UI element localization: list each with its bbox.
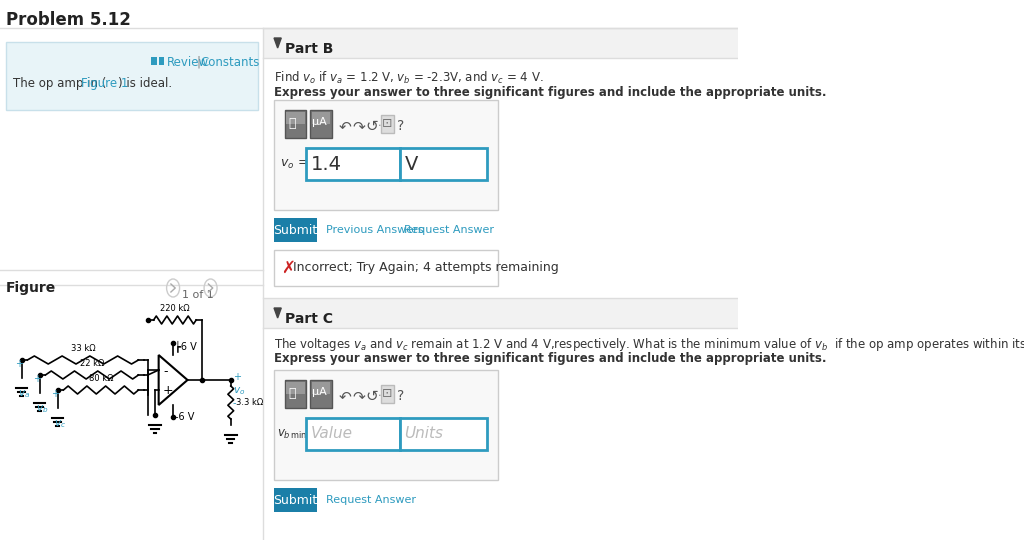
FancyBboxPatch shape: [0, 0, 738, 28]
Text: Express your answer to three significant figures and include the appropriate uni: Express your answer to three significant…: [274, 86, 826, 99]
Text: +: +: [15, 359, 24, 369]
Text: -: -: [232, 398, 237, 408]
Text: Figure: Figure: [6, 281, 56, 295]
Text: -6 V: -6 V: [175, 412, 195, 422]
FancyBboxPatch shape: [274, 488, 317, 512]
FancyBboxPatch shape: [310, 380, 332, 408]
FancyBboxPatch shape: [306, 418, 400, 450]
Text: Value: Value: [311, 427, 353, 442]
Text: $v_c$: $v_c$: [54, 418, 67, 430]
FancyBboxPatch shape: [274, 370, 498, 480]
Text: ↶: ↶: [339, 389, 351, 404]
Text: Submit: Submit: [273, 224, 317, 237]
Text: 80 kΩ: 80 kΩ: [89, 374, 114, 383]
FancyBboxPatch shape: [285, 380, 306, 408]
Text: μA: μA: [311, 387, 327, 397]
Text: +: +: [163, 383, 174, 396]
Text: $v_b$: $v_b$: [36, 403, 48, 415]
Text: 22 kΩ: 22 kΩ: [80, 359, 104, 368]
Text: ↶: ↶: [339, 119, 351, 134]
Polygon shape: [274, 308, 282, 318]
Text: Find $v_o$ if $v_a$ = 1.2 V, $v_b$ = -2.3V, and $v_c$ = 4 V.: Find $v_o$ if $v_a$ = 1.2 V, $v_b$ = -2.…: [274, 70, 544, 86]
Text: ?: ?: [396, 389, 403, 403]
Text: Part B: Part B: [285, 42, 333, 56]
Text: |: |: [197, 56, 200, 69]
FancyBboxPatch shape: [274, 250, 498, 286]
FancyBboxPatch shape: [285, 110, 306, 138]
FancyBboxPatch shape: [263, 28, 738, 58]
Text: ┢6 V: ┢6 V: [175, 340, 197, 352]
Text: ⋅: ⋅: [378, 121, 381, 131]
Text: Express your answer to three significant figures and include the appropriate uni: Express your answer to three significant…: [274, 352, 826, 365]
Text: ) is ideal.: ) is ideal.: [118, 77, 172, 90]
Text: -: -: [163, 366, 168, 379]
Text: +: +: [232, 372, 241, 382]
Text: Part C: Part C: [285, 312, 333, 326]
Text: Review: Review: [167, 56, 210, 69]
FancyBboxPatch shape: [274, 218, 317, 242]
Text: ↷: ↷: [352, 119, 365, 134]
FancyBboxPatch shape: [274, 100, 498, 210]
Text: 33 kΩ: 33 kΩ: [71, 344, 95, 353]
Text: $v_{b\,\mathrm{min}}$ =: $v_{b\,\mathrm{min}}$ =: [276, 428, 321, 441]
FancyBboxPatch shape: [381, 385, 394, 403]
Text: ⎕: ⎕: [289, 117, 296, 130]
Text: ↷: ↷: [352, 389, 365, 404]
Text: Previous Answers: Previous Answers: [326, 225, 424, 235]
Text: Submit: Submit: [273, 494, 317, 507]
Text: Figure 1: Figure 1: [82, 77, 129, 90]
Text: Problem 5.12: Problem 5.12: [6, 11, 131, 29]
Text: +: +: [33, 374, 41, 384]
Text: Incorrect; Try Again; 4 attempts remaining: Incorrect; Try Again; 4 attempts remaini…: [293, 261, 558, 274]
FancyBboxPatch shape: [287, 382, 305, 394]
FancyBboxPatch shape: [152, 57, 158, 65]
Text: $v_o$: $v_o$: [232, 385, 245, 397]
FancyBboxPatch shape: [400, 148, 486, 180]
FancyBboxPatch shape: [0, 28, 263, 540]
Text: Constants: Constants: [201, 56, 260, 69]
Text: 3.3 kΩ: 3.3 kΩ: [236, 398, 263, 407]
Text: Request Answer: Request Answer: [403, 225, 494, 235]
Text: $v_o$ =: $v_o$ =: [280, 158, 308, 171]
Text: Units: Units: [404, 427, 443, 442]
Text: ?: ?: [396, 119, 403, 133]
Text: Request Answer: Request Answer: [326, 495, 416, 505]
Text: +: +: [51, 389, 59, 399]
Text: ⊡: ⊡: [382, 117, 392, 130]
Text: V: V: [404, 154, 418, 173]
Text: μA: μA: [311, 117, 327, 127]
Text: 220 kΩ: 220 kΩ: [160, 304, 189, 313]
FancyBboxPatch shape: [287, 112, 305, 124]
Text: 1.4: 1.4: [311, 154, 342, 173]
Text: 1 of 1: 1 of 1: [181, 290, 213, 300]
FancyBboxPatch shape: [381, 115, 394, 133]
Text: ⊡: ⊡: [382, 387, 392, 400]
FancyBboxPatch shape: [311, 112, 331, 124]
Text: ✗: ✗: [282, 259, 295, 277]
FancyBboxPatch shape: [400, 418, 486, 450]
FancyBboxPatch shape: [311, 382, 331, 394]
Text: $v_a$: $v_a$: [18, 388, 30, 400]
FancyBboxPatch shape: [310, 110, 332, 138]
FancyBboxPatch shape: [6, 42, 258, 110]
Text: ⋅: ⋅: [378, 391, 381, 401]
Polygon shape: [274, 38, 282, 48]
FancyBboxPatch shape: [159, 57, 165, 65]
Text: The voltages $v_a$ and $v_c$ remain at 1.2 V and 4 V,respectively. What is the m: The voltages $v_a$ and $v_c$ remain at 1…: [274, 336, 1024, 353]
Text: ⎕: ⎕: [289, 387, 296, 400]
Text: The op amp in (: The op amp in (: [13, 77, 106, 90]
Text: ↺: ↺: [365, 389, 378, 404]
FancyBboxPatch shape: [306, 148, 400, 180]
FancyBboxPatch shape: [263, 298, 738, 328]
Text: ↺: ↺: [365, 119, 378, 134]
